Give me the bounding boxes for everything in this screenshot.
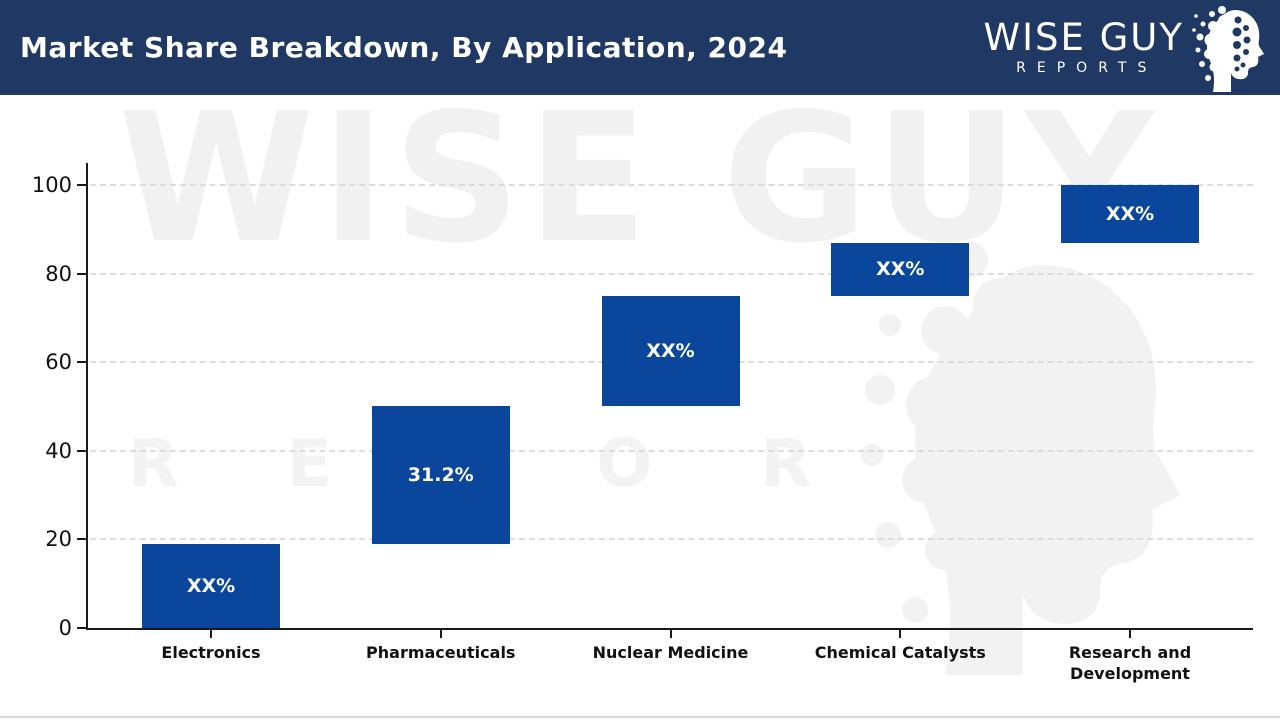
- bar-pharmaceuticals: 31.2%: [371, 405, 510, 544]
- bar-electronics: XX%: [142, 543, 280, 628]
- head-profile-icon: [1192, 5, 1264, 92]
- bar-chemical-catalysts: XX%: [831, 242, 970, 296]
- x-tick-nuclear-medicine: [669, 630, 672, 638]
- y-tick-100: [77, 184, 86, 186]
- logo-subtitle: REPORTS: [1016, 60, 1158, 76]
- y-tick-40: [77, 449, 86, 452]
- y-tick-0: [77, 627, 86, 629]
- y-axis-line: [86, 163, 88, 630]
- chart-plot-area: WISE GUY REPORTS 0 20 40 60 80 100 Electronics…: [0, 75, 1280, 720]
- bar-value-label-chemical-catalysts: XX%: [876, 258, 925, 281]
- x-tick-electronics: [210, 630, 212, 638]
- gridline-100: [90, 184, 1253, 186]
- watermark-head-icon: [861, 242, 1180, 675]
- x-label-pharmaceuticals: Pharmaceuticals: [366, 643, 516, 662]
- y-tick-label-80: 80: [45, 261, 72, 286]
- wise-guy-reports-logo: WISE GUY REPORTS: [984, 4, 1266, 92]
- x-label-nuclear-medicine: Nuclear Medicine: [592, 643, 749, 662]
- x-tick-pharmaceuticals: [439, 630, 442, 638]
- y-tick-80: [77, 272, 86, 275]
- y-tick-label-100: 100: [31, 173, 72, 197]
- bar-value-label-electronics: XX%: [186, 574, 236, 597]
- x-label-electronics: Electronics: [161, 643, 261, 662]
- x-tick-research-and-development: [1129, 630, 1131, 638]
- y-tick-20: [77, 538, 86, 541]
- x-tick-chemical-catalysts: [899, 630, 902, 638]
- bar-value-label-research-and-development: XX%: [1105, 202, 1155, 225]
- logo-text: WISE GUY REPORTS: [984, 19, 1184, 76]
- x-axis-line: [86, 628, 1253, 630]
- footer-divider: [0, 716, 1280, 718]
- gridline-80: [90, 272, 1253, 275]
- page-title: Market Share Breakdown, By Application, …: [20, 31, 788, 64]
- bar-nuclear-medicine: XX%: [601, 295, 740, 406]
- x-label-chemical-catalysts: Chemical Catalysts: [814, 643, 986, 662]
- y-tick-label-0: 0: [58, 616, 72, 640]
- x-label-research-and-development: Research and Development: [1068, 643, 1192, 683]
- header-banner: Market Share Breakdown, By Application, …: [0, 0, 1280, 95]
- logo-wordmark: WISE GUY: [983, 16, 1184, 59]
- gridline-40: [90, 449, 1253, 452]
- y-tick-label-20: 20: [45, 527, 72, 552]
- gridline-20: [90, 538, 1253, 541]
- bar-value-label-nuclear-medicine: XX%: [646, 339, 695, 362]
- bar-research-and-development: XX%: [1061, 185, 1199, 243]
- y-tick-label-60: 60: [45, 350, 72, 375]
- y-tick-60: [77, 361, 86, 364]
- y-tick-label-40: 40: [45, 438, 72, 463]
- bar-value-label-pharmaceuticals: 31.2%: [407, 463, 474, 486]
